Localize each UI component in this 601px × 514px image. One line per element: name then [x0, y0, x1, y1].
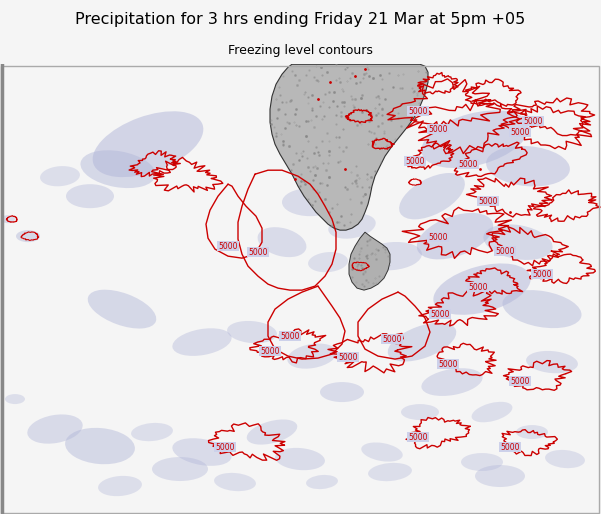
Ellipse shape [40, 166, 80, 186]
Text: 5000: 5000 [429, 125, 448, 134]
Text: 5000: 5000 [438, 360, 458, 369]
Polygon shape [349, 232, 390, 290]
Ellipse shape [287, 343, 337, 369]
Ellipse shape [421, 111, 528, 168]
Text: 5000: 5000 [408, 107, 428, 116]
Text: Precipitation for 3 hrs ending Friday 21 Mar at 5pm +05: Precipitation for 3 hrs ending Friday 21… [75, 12, 526, 27]
Ellipse shape [461, 453, 503, 471]
Ellipse shape [258, 227, 307, 257]
Ellipse shape [472, 402, 513, 423]
Text: 5000: 5000 [408, 433, 428, 442]
Ellipse shape [131, 423, 173, 441]
Ellipse shape [65, 428, 135, 464]
Ellipse shape [417, 213, 493, 260]
Text: 5000: 5000 [495, 247, 514, 255]
Ellipse shape [421, 368, 483, 396]
Ellipse shape [247, 419, 297, 445]
Text: 5000: 5000 [468, 283, 488, 291]
Ellipse shape [66, 184, 114, 208]
Text: 5000: 5000 [458, 160, 478, 169]
Ellipse shape [320, 382, 364, 402]
Text: 5000: 5000 [429, 233, 448, 242]
Ellipse shape [545, 450, 585, 468]
Text: 5000: 5000 [478, 197, 498, 206]
Text: 5000: 5000 [260, 346, 279, 356]
Polygon shape [270, 64, 428, 230]
Text: 5000: 5000 [338, 353, 358, 361]
Text: 5000: 5000 [218, 242, 238, 251]
Ellipse shape [483, 224, 552, 260]
Ellipse shape [502, 290, 582, 328]
Text: 5000: 5000 [280, 332, 300, 341]
Ellipse shape [308, 252, 348, 272]
Ellipse shape [516, 425, 548, 439]
Ellipse shape [306, 475, 338, 489]
Ellipse shape [88, 290, 156, 328]
Ellipse shape [475, 465, 525, 487]
Ellipse shape [81, 150, 156, 188]
Ellipse shape [282, 188, 338, 216]
Ellipse shape [172, 328, 231, 356]
Text: 5000: 5000 [248, 248, 268, 256]
Text: 5000: 5000 [532, 270, 552, 279]
Text: 5000: 5000 [510, 127, 529, 137]
Ellipse shape [526, 351, 578, 373]
Ellipse shape [227, 321, 277, 343]
Ellipse shape [328, 214, 376, 238]
Ellipse shape [362, 242, 422, 270]
Ellipse shape [16, 230, 40, 242]
Ellipse shape [172, 438, 231, 466]
Text: 5000: 5000 [500, 443, 520, 451]
Ellipse shape [399, 173, 465, 219]
Ellipse shape [486, 146, 570, 187]
Ellipse shape [27, 414, 83, 444]
Ellipse shape [275, 448, 325, 470]
Ellipse shape [361, 443, 403, 462]
Ellipse shape [5, 394, 25, 404]
Ellipse shape [401, 404, 439, 420]
Ellipse shape [98, 476, 142, 496]
Text: 5000: 5000 [510, 377, 529, 386]
Ellipse shape [214, 473, 256, 491]
Ellipse shape [1, 215, 15, 223]
Text: 5000: 5000 [215, 443, 235, 451]
Ellipse shape [368, 463, 412, 481]
Ellipse shape [433, 264, 531, 315]
Text: Freezing level contours: Freezing level contours [228, 44, 373, 57]
Ellipse shape [152, 457, 208, 481]
Ellipse shape [93, 111, 203, 177]
Text: 5000: 5000 [405, 157, 425, 166]
Text: 5000: 5000 [523, 117, 543, 126]
Text: 5000: 5000 [430, 309, 450, 319]
Ellipse shape [388, 323, 456, 361]
Text: 5000: 5000 [382, 335, 401, 343]
